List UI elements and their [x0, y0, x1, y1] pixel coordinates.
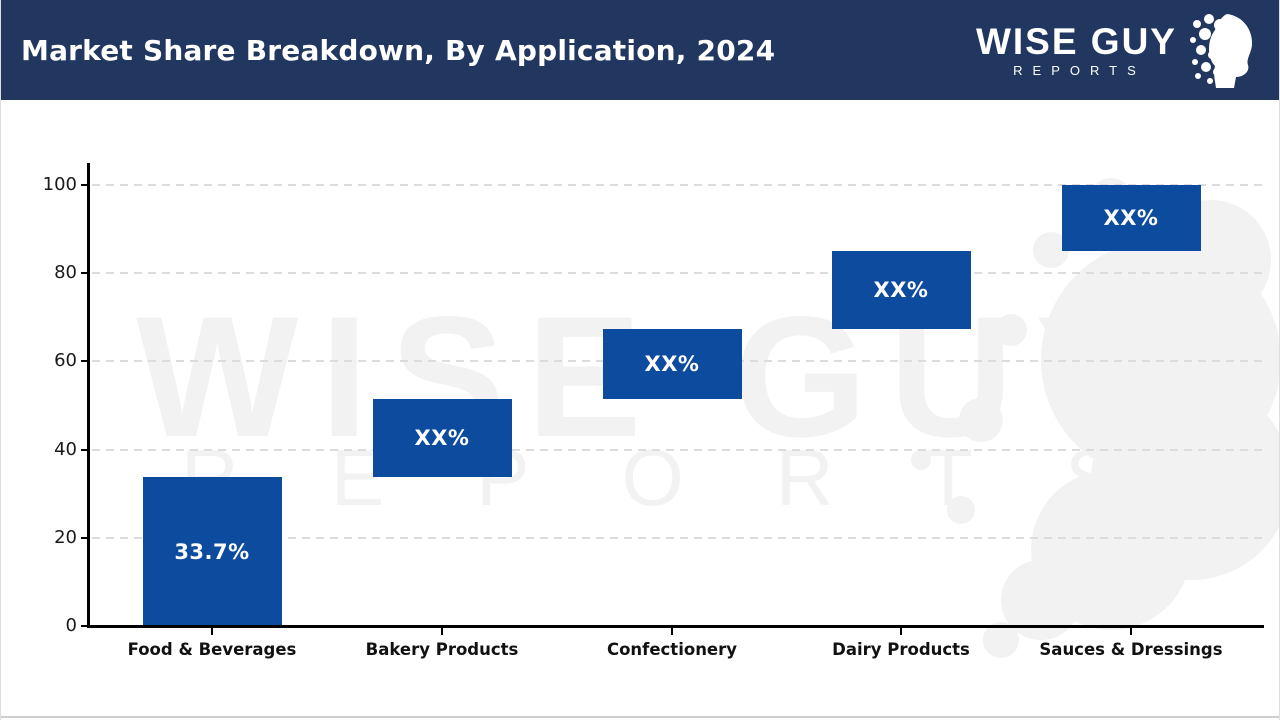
y-tick-20	[81, 536, 89, 539]
watermark-head-dots	[911, 178, 1279, 658]
brand-subtitle: REPORTS	[1013, 63, 1146, 78]
x-tick-label-sauces-dressings: Sauces & Dressings	[1039, 640, 1223, 659]
y-tick-60	[81, 360, 89, 363]
x-tick-label-confectionery: Confectionery	[606, 640, 738, 659]
y-tick-0	[81, 625, 89, 627]
x-axis-line	[87, 625, 1264, 628]
x-tick-sauces-dressings	[1130, 627, 1132, 635]
brand-logo: WISE GUY REPORTS	[976, 10, 1257, 90]
bar-food-beverages: 33.7%	[142, 477, 282, 626]
gridline-y-20	[92, 536, 1264, 539]
y-tick-80	[81, 272, 89, 275]
bar-value-label-bakery-products: XX%	[414, 426, 470, 451]
bar-bakery-products: XX%	[372, 398, 512, 478]
gridline-y-40	[92, 448, 1264, 451]
bar-value-label-sauces-dressings: XX%	[1103, 206, 1159, 231]
bar-value-label-dairy-products: XX%	[873, 278, 929, 303]
brand-name: WISE GUY	[975, 21, 1177, 62]
bar-dairy-products: XX%	[831, 251, 971, 330]
y-axis-line	[87, 163, 90, 628]
x-tick-confectionery	[671, 627, 673, 635]
bottom-border-line	[1, 716, 1279, 718]
y-tick-label-100: 100	[42, 174, 77, 195]
y-tick-label-60: 60	[54, 350, 77, 372]
gridline-y-100	[92, 184, 1264, 186]
bar-value-label-food-beverages: 33.7%	[174, 539, 250, 564]
y-tick-100	[81, 184, 89, 186]
bar-value-label-confectionery: XX%	[644, 352, 700, 377]
y-tick-label-20: 20	[54, 526, 77, 548]
bar-sauces-dressings: XX%	[1061, 185, 1201, 252]
y-tick-40	[81, 448, 89, 451]
brand-head-icon	[1190, 14, 1253, 88]
x-tick-label-bakery-products: Bakery Products	[365, 640, 519, 659]
x-tick-bakery-products	[441, 627, 443, 635]
header-bar: Market Share Breakdown, By Application, …	[1, 0, 1279, 100]
y-tick-label-0: 0	[65, 615, 77, 636]
x-tick-label-food-beverages: Food & Beverages	[127, 640, 297, 659]
x-tick-food-beverages	[211, 627, 213, 635]
y-tick-label-40: 40	[54, 438, 77, 460]
y-tick-label-80: 80	[54, 262, 77, 284]
chart-plot-area: 0 20 40 60 80 100 33.7% Food & Beverages XX% Bake…	[1, 100, 1279, 716]
bar-confectionery: XX%	[602, 329, 742, 399]
gridline-y-80	[92, 272, 1264, 275]
x-tick-label-dairy-products: Dairy Products	[832, 640, 970, 659]
brand-logo-text: WISE GUY REPORTS	[976, 23, 1177, 77]
chart-title: Market Share Breakdown, By Application, …	[21, 33, 776, 67]
x-tick-dairy-products	[900, 627, 902, 635]
